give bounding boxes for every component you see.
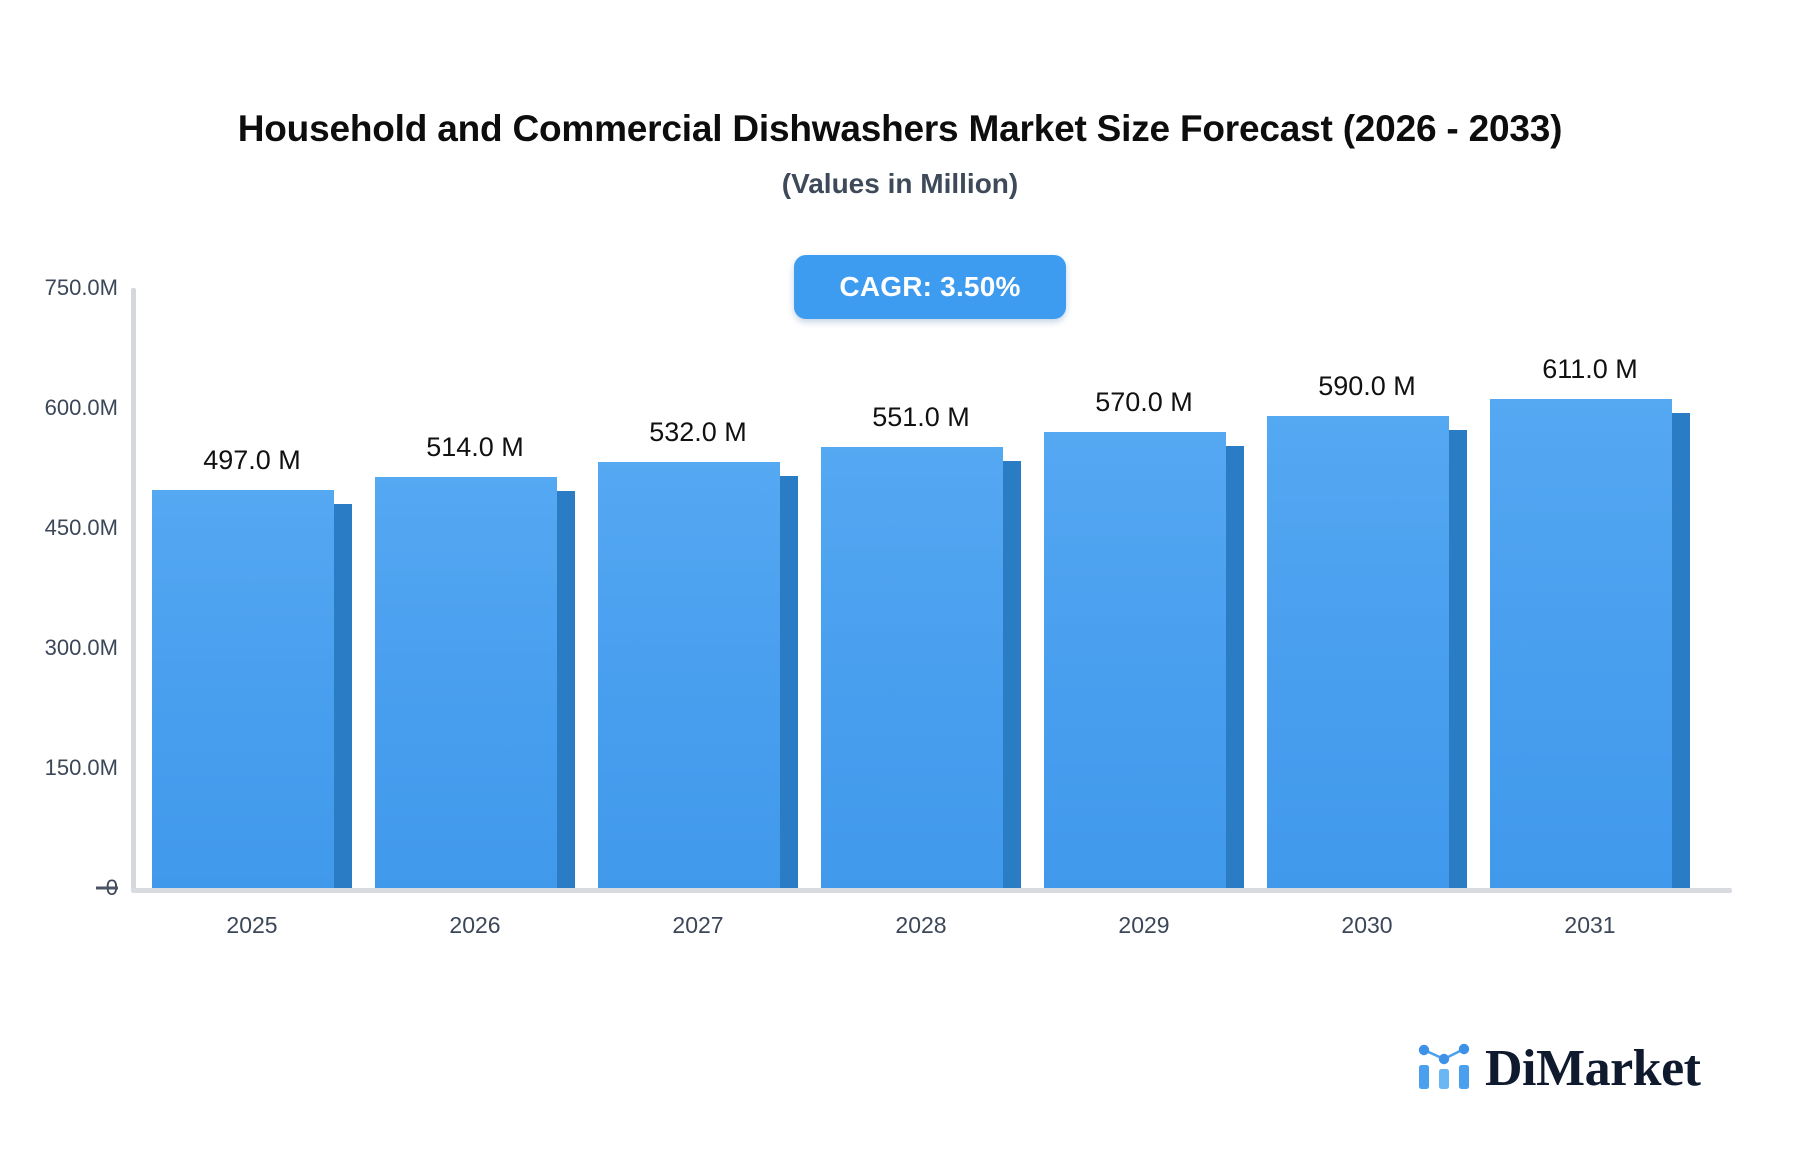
bar-column: [1267, 416, 1467, 888]
bar-side-face: [1222, 446, 1244, 888]
bar-front-face: [1267, 416, 1449, 888]
y-axis-tick-label: 150.0M: [44, 755, 118, 780]
bar-side-face: [999, 461, 1021, 888]
bar-value-label: 570.0 M: [1095, 387, 1193, 417]
page-title: Household and Commercial Dishwashers Mar…: [237, 108, 1563, 149]
bar-side-face: [553, 490, 575, 888]
x-axis-tick-label: 2026: [449, 912, 501, 938]
bar-column: [821, 447, 1021, 888]
x-axis-tick-label: 2025: [226, 912, 278, 938]
bar-side-face: [1668, 413, 1690, 888]
chart-subtitle: (Values in Million): [781, 168, 1019, 199]
bar-chart-dots-icon: [1415, 1040, 1473, 1097]
bar-front-face: [1490, 399, 1672, 888]
logo-wordmark: DiMarket: [1485, 1039, 1701, 1097]
bar-column: [1490, 399, 1690, 888]
brand-logo: DiMarket: [1415, 1039, 1701, 1097]
y-axis-zero-tick: [96, 886, 118, 890]
bar-column: [1044, 432, 1244, 888]
y-axis-tick-label: 750.0M: [44, 275, 118, 300]
bar-value-label: 514.0 M: [426, 431, 524, 462]
bar-value-label: 497.0 M: [203, 445, 301, 476]
cagr-badge-label: CAGR: 3.50%: [839, 271, 1021, 302]
x-axis-tick-label: 2027: [672, 912, 724, 938]
bar-front-face: [598, 462, 780, 888]
bar-front-face: [821, 447, 1003, 888]
cagr-badge: CAGR: 3.50%: [794, 255, 1066, 319]
x-axis-tick-label: 2030: [1341, 912, 1393, 938]
bar-front-face: [375, 476, 557, 888]
bar-side-face: [1445, 430, 1467, 888]
x-axis-tick-label: 2029: [1118, 912, 1170, 938]
bar-value-label: 551.0 M: [872, 402, 970, 433]
x-axis-tick-label: 2028: [895, 912, 947, 938]
bar-column: [375, 476, 575, 888]
y-axis-tick-label: 600.0M: [44, 395, 118, 420]
x-axis-baseline: [131, 888, 1732, 893]
bar-side-face: [330, 504, 352, 888]
bar-value-label: 532.0 M: [649, 417, 747, 448]
bar-column: [152, 490, 352, 888]
bar-front-face: [152, 490, 334, 888]
bar-front-face: [1044, 432, 1226, 888]
bar-column: [598, 462, 798, 888]
bar-side-face: [776, 476, 798, 888]
x-axis-tick-label: 2031: [1564, 912, 1616, 938]
bar-value-label: 611.0 M: [1542, 354, 1638, 385]
y-axis-tick-label: 450.0M: [44, 515, 118, 540]
y-axis-tick-label: 300.0M: [44, 635, 118, 660]
bar-value-label: 590.0 M: [1318, 371, 1416, 401]
y-axis-line: [131, 288, 136, 890]
